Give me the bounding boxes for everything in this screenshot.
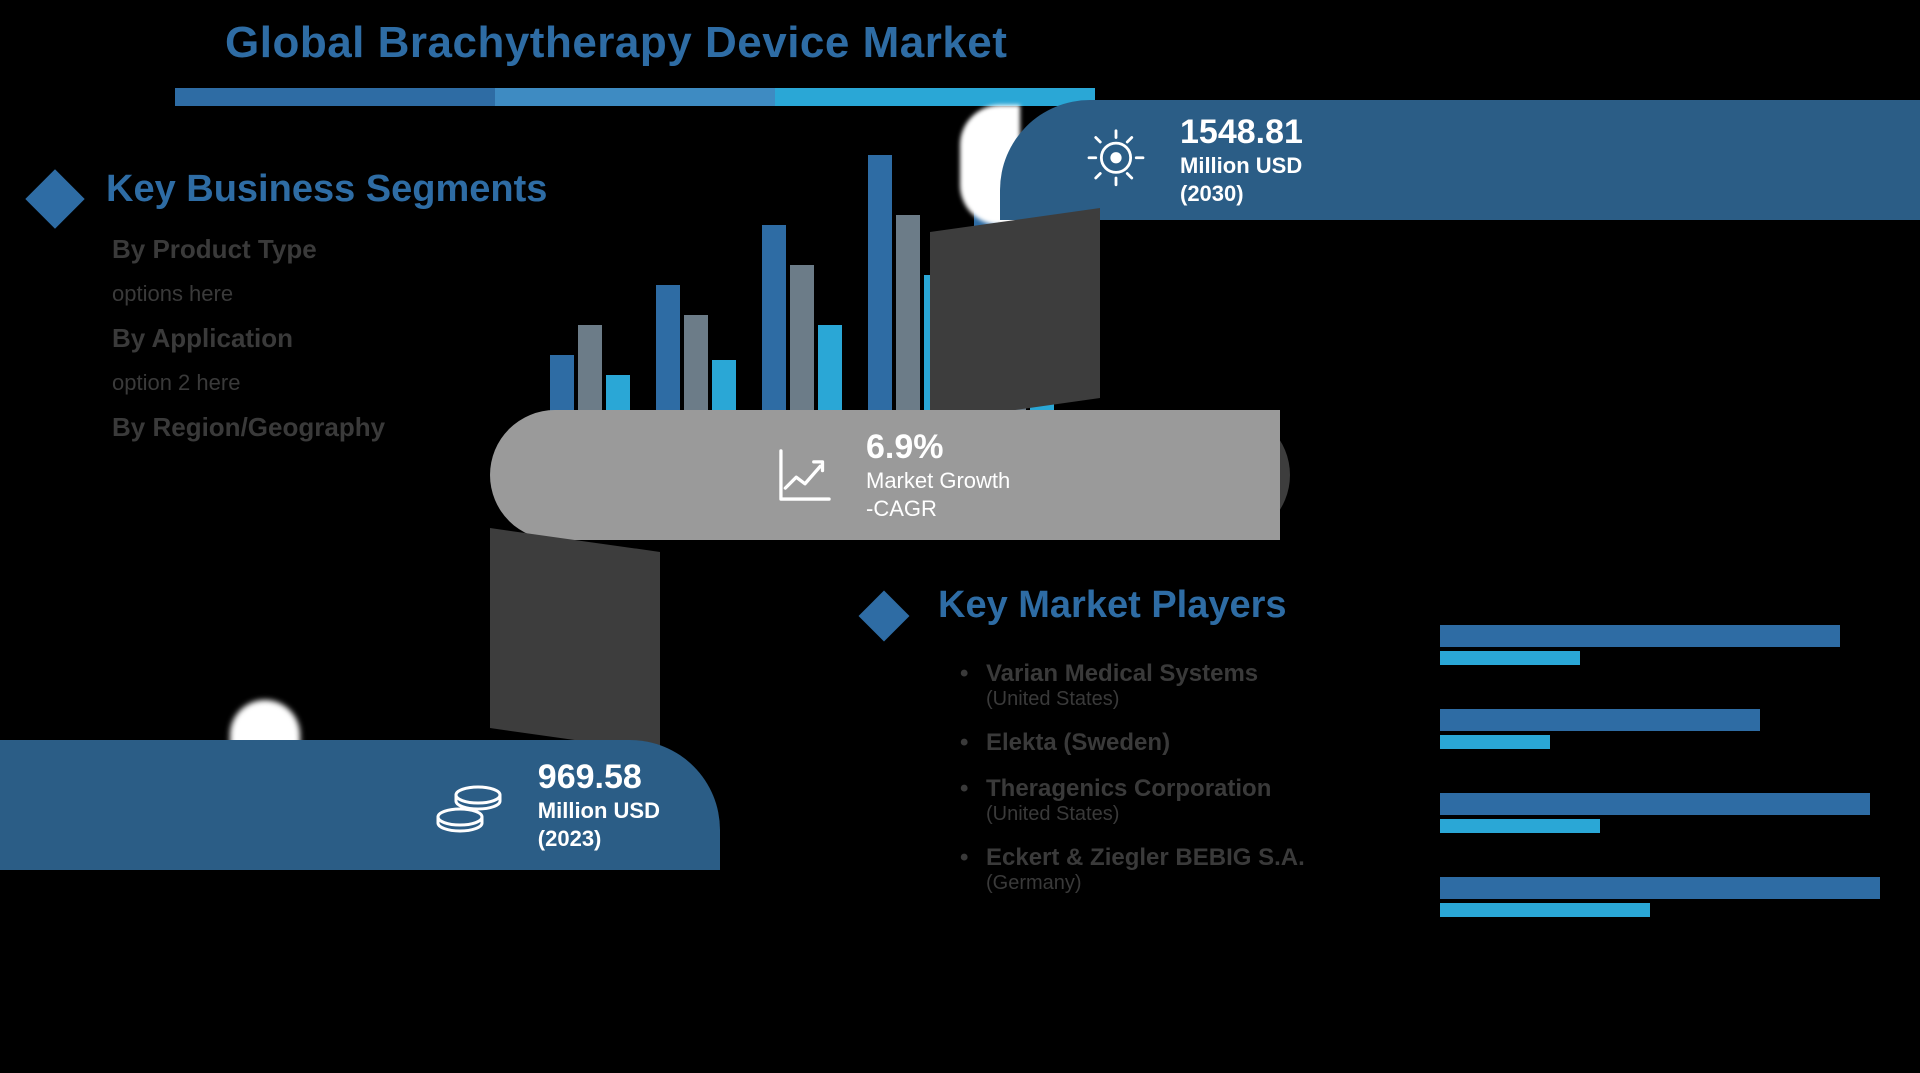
title-underline-segment <box>775 88 1095 106</box>
ribbon-connector <box>490 528 660 752</box>
hbar-bg <box>1440 709 1760 731</box>
bar <box>656 285 680 415</box>
lightbulb-icon <box>1080 124 1152 196</box>
bar <box>578 325 602 415</box>
key-business-segments-list: By Product Type options here By Applicatio… <box>112 234 385 443</box>
stat-bot-value: 969.58 <box>538 758 660 797</box>
market-player-sub: (United States) <box>986 688 1305 711</box>
key-business-segments-heading: Key Business Segments <box>106 168 547 211</box>
bar <box>818 325 842 415</box>
ribbon-top: 1548.81 Million USD (2030) <box>1000 100 1920 220</box>
title-underline-segment <box>175 88 495 106</box>
hbar-row <box>1440 793 1880 833</box>
hbar-bg <box>1440 625 1840 647</box>
bar <box>550 355 574 415</box>
bar <box>684 315 708 415</box>
stat-bot-label: Million USD (2023) <box>538 797 660 852</box>
stat-mid-label: Market Growth -CAGR <box>866 467 1010 522</box>
hbar-bg <box>1440 793 1870 815</box>
key-market-players-list: Varian Medical Systems(United States) Ele… <box>960 660 1305 895</box>
bar <box>868 155 892 415</box>
market-player-sub: (United States) <box>986 803 1305 826</box>
ribbon-bottom: 969.58 Million USD (2023) <box>0 740 720 870</box>
page-title: Global Brachytherapy Device Market <box>225 18 1007 68</box>
title-underline-segment <box>495 88 775 106</box>
segment-item-sub: option 2 here <box>112 370 385 396</box>
growth-chart-icon <box>770 440 840 510</box>
bar <box>790 265 814 415</box>
bar <box>712 360 736 415</box>
segment-item-sub: options here <box>112 281 385 307</box>
hbar-fg <box>1440 903 1650 917</box>
market-player-item: Eckert & Ziegler BEBIG S.A.(Germany) <box>960 844 1305 895</box>
stat-top-text: 1548.81 Million USD (2030) <box>1180 113 1303 207</box>
market-player-item: Theragenics Corporation(United States) <box>960 775 1305 826</box>
coins-icon <box>430 770 510 840</box>
segment-item: By Region/Geography <box>112 412 385 443</box>
segment-item: By Application <box>112 323 385 354</box>
key-market-players-heading: Key Market Players <box>938 584 1287 627</box>
ribbon-mid: 6.9% Market Growth -CAGR <box>490 410 1280 540</box>
diamond-icon <box>25 169 84 228</box>
stat-bot-text: 969.58 Million USD (2023) <box>538 758 660 852</box>
bar-group <box>762 225 842 415</box>
diamond-icon <box>859 591 910 642</box>
hbar-row <box>1440 877 1880 917</box>
stat-mid-value: 6.9% <box>866 428 1010 467</box>
segment-item: By Product Type <box>112 234 385 265</box>
grouped-bar-chart <box>550 155 970 415</box>
bar-group <box>550 325 630 415</box>
ribbon-connector <box>930 208 1100 422</box>
hbar-fg <box>1440 651 1580 665</box>
bar-group <box>656 285 736 415</box>
market-player-sub: (Germany) <box>986 872 1305 895</box>
stat-mid-text: 6.9% Market Growth -CAGR <box>866 428 1010 522</box>
stat-top-label: Million USD (2030) <box>1180 152 1303 207</box>
hbar-fg <box>1440 819 1600 833</box>
hbar-row <box>1440 625 1880 665</box>
hbar-row <box>1440 709 1880 749</box>
bar <box>606 375 630 415</box>
bar <box>762 225 786 415</box>
bar <box>896 215 920 415</box>
market-player-item: Varian Medical Systems(United States) <box>960 660 1305 711</box>
hbar-fg <box>1440 735 1550 749</box>
title-underline <box>175 88 1095 106</box>
horizontal-bar-chart <box>1440 625 1880 917</box>
stat-top-value: 1548.81 <box>1180 113 1303 152</box>
market-player-item: Elekta (Sweden) <box>960 729 1305 757</box>
hbar-bg <box>1440 877 1880 899</box>
